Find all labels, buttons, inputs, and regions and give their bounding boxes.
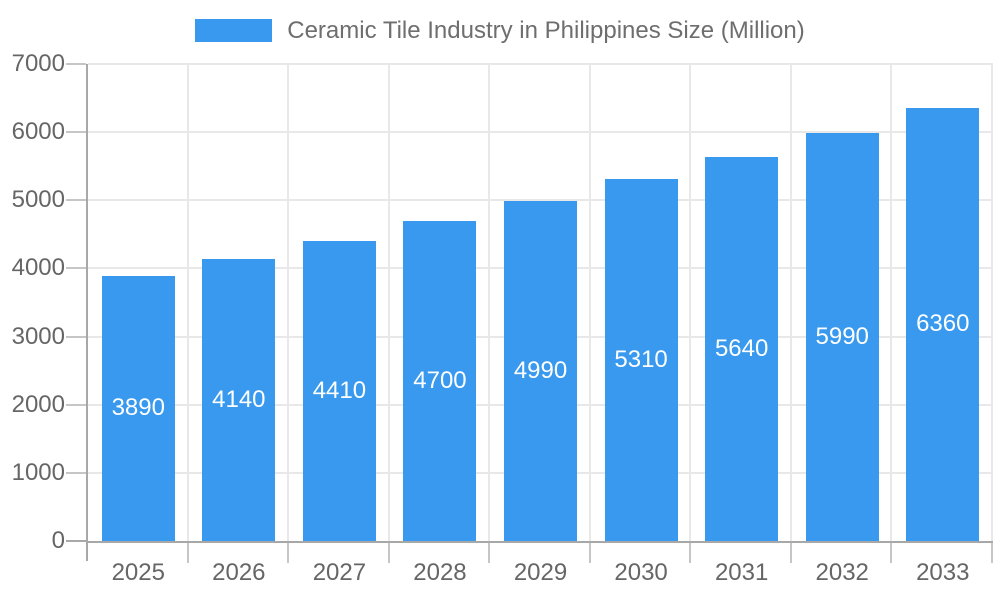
y-axis-tick-label: 6000	[11, 118, 65, 146]
y-axis-tick-mark	[66, 540, 86, 542]
bar-2026[interactable]: 4140	[202, 258, 276, 541]
bar-2033[interactable]: 6360	[906, 107, 980, 541]
bar-2029[interactable]: 4990	[504, 200, 578, 541]
x-axis-tick-label: 2033	[916, 559, 970, 586]
bar-2031[interactable]: 5640	[705, 156, 779, 541]
bar-slot: 3890	[88, 64, 189, 541]
x-axis-tick-mark	[689, 543, 692, 563]
bars-container: 3890 4140 4410 4700 4990 5310 5640 5990 6360	[88, 64, 993, 541]
horizontal-gridline	[88, 131, 993, 134]
bar-slot: 4990	[490, 64, 591, 541]
vertical-gridline	[186, 64, 189, 541]
bar-value-label: 5990	[815, 322, 869, 350]
x-axis-tick-mark	[488, 543, 491, 563]
bar-slot: 4700	[390, 64, 491, 541]
x-axis-tick-labels: 2025 2026 2027 2028 2029 2030 2031 2032 2033	[88, 559, 993, 587]
y-axis-tick-mark	[66, 471, 86, 474]
x-axis-tick-label: 2029	[513, 559, 568, 586]
bar-slot: 4140	[189, 64, 290, 541]
vertical-gridline	[488, 64, 491, 541]
x-axis-tick-mark	[387, 543, 390, 563]
legend-swatch[interactable]	[195, 19, 273, 42]
vertical-gridline	[890, 64, 893, 541]
vertical-gridline	[287, 64, 290, 541]
x-axis-tick-mark	[890, 543, 893, 563]
y-axis-tick-label: 4000	[11, 254, 65, 282]
x-axis-tick-label: 2032	[815, 559, 869, 586]
x-axis-tick-mark	[186, 543, 189, 563]
bar-2028[interactable]: 4700	[403, 220, 477, 541]
y-axis-tick-label: 7000	[11, 50, 65, 77]
y-axis-tick-labels: 0 1000 2000 3000 4000 5000 6000 7000	[0, 50, 65, 554]
legend-label[interactable]: Ceramic Tile Industry in Philippines Siz…	[287, 17, 805, 44]
bar-2025[interactable]: 3890	[101, 275, 175, 541]
y-axis-tick-mark	[66, 199, 86, 202]
x-axis-tick-mark	[588, 543, 591, 563]
x-axis-tick-mark	[789, 543, 792, 563]
y-axis-tick-label: 0	[51, 527, 65, 554]
bar-value-label: 4700	[413, 366, 467, 394]
x-axis-tick-mark	[287, 543, 290, 563]
bar-value-label: 5310	[614, 346, 668, 374]
horizontal-gridline	[88, 199, 993, 202]
y-axis-tick-mark	[66, 63, 86, 65]
x-axis-tick-mark	[991, 543, 993, 563]
bar-slot: 6360	[893, 64, 994, 541]
bar-value-label: 4410	[312, 376, 367, 404]
vertical-gridline	[991, 64, 993, 541]
y-axis-tick-mark	[66, 335, 86, 338]
legend[interactable]: Ceramic Tile Industry in Philippines Siz…	[0, 17, 1000, 44]
x-axis-tick-label: 2027	[312, 559, 367, 586]
bar-value-label: 6360	[916, 310, 970, 338]
y-axis-tick-mark	[66, 267, 86, 270]
vertical-gridline	[689, 64, 692, 541]
x-axis-tick-label: 2026	[212, 559, 266, 586]
y-axis-tick-label: 5000	[11, 186, 65, 214]
x-axis-tick-label: 2028	[413, 559, 467, 586]
y-axis-tick-label: 2000	[11, 390, 65, 418]
y-axis-tick-mark	[66, 403, 86, 406]
plot-area: 3890 4140 4410 4700 4990 5310 5640 5990 6360	[88, 63, 993, 541]
bar-2032[interactable]: 5990	[805, 132, 879, 541]
x-axis-line	[86, 541, 993, 543]
vertical-gridline	[789, 64, 792, 541]
bar-slot: 4410	[289, 64, 390, 541]
bar-slot: 5640	[691, 64, 792, 541]
x-axis-tick-label: 2025	[111, 559, 165, 586]
bar-2027[interactable]: 4410	[302, 240, 376, 541]
y-axis-tick-label: 3000	[11, 322, 65, 350]
bar-slot: 5990	[792, 64, 893, 541]
horizontal-gridline	[88, 63, 993, 65]
vertical-gridline	[387, 64, 390, 541]
y-axis-tick-label: 1000	[11, 458, 65, 486]
bar-value-label: 4140	[212, 385, 266, 413]
bar-slot: 5310	[591, 64, 692, 541]
vertical-gridline	[588, 64, 591, 541]
bar-value-label: 4990	[513, 356, 568, 384]
y-axis-tick-mark	[66, 131, 86, 134]
bar-value-label: 5640	[714, 334, 769, 362]
x-axis-tick-label: 2031	[714, 559, 769, 586]
bar-value-label: 3890	[111, 394, 165, 422]
bar-2030[interactable]: 5310	[604, 179, 678, 541]
x-axis-tick-label: 2030	[614, 559, 668, 586]
y-axis-line	[86, 64, 88, 561]
